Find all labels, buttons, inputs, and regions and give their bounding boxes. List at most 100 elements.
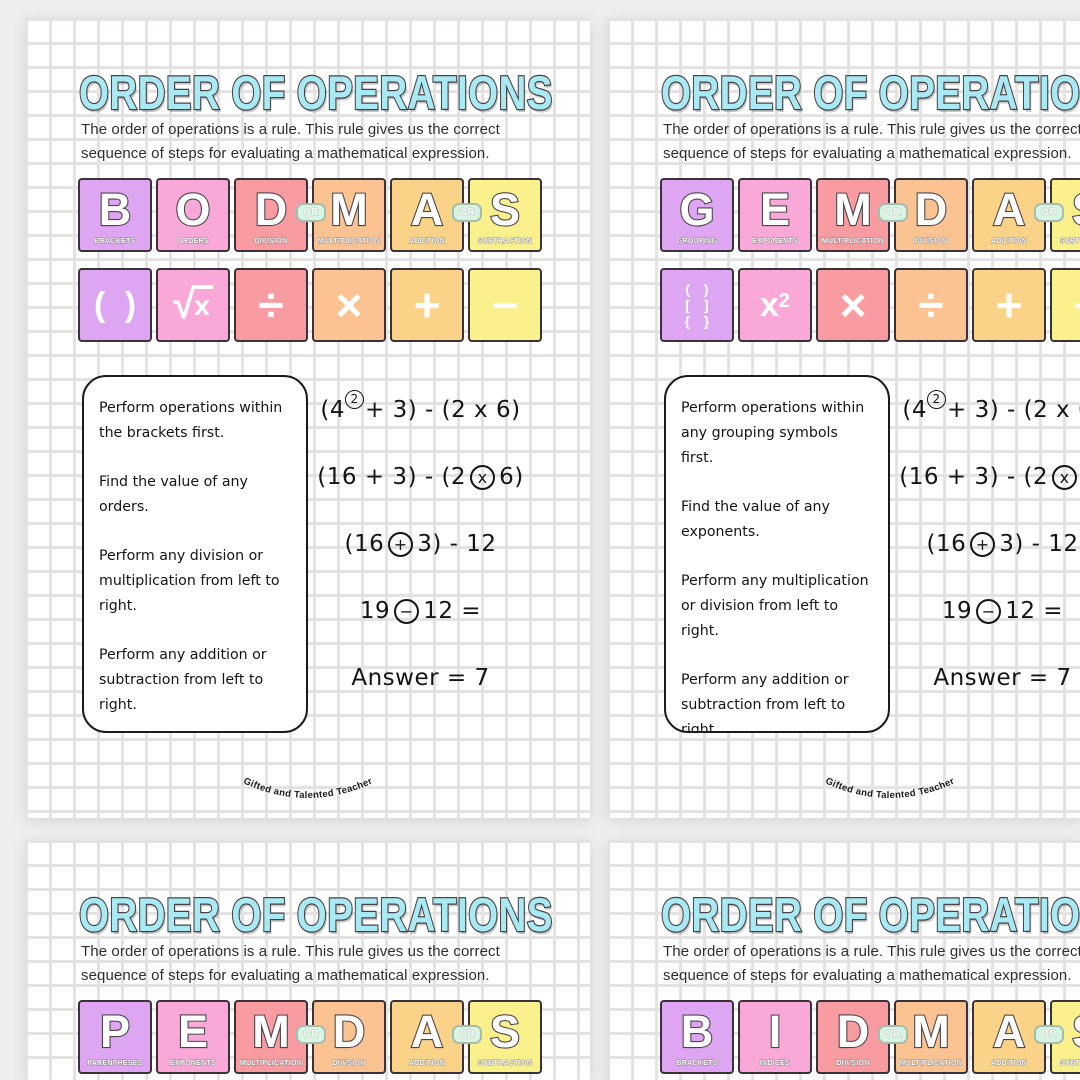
circled-operator: x [1052,464,1078,490]
grouping-line: ( ) [685,281,714,297]
tile-label: ADDITION [408,1060,446,1068]
operator-symbol: − [1074,282,1080,328]
brand-logo: Gifted and Talented Teacher [805,763,975,818]
letter-tile-e: E EXPONENTS [156,1000,230,1074]
equation-text: Answer = 7 [933,665,1072,691]
equation-text: + 3) - (2 x 6) [365,397,521,423]
tile-label: MULTIPLICATION [899,1060,963,1068]
tile-label: SUBTRACTION [477,1060,533,1068]
tile-letter: M [833,183,873,235]
tile-label: BRACKETS [676,1060,718,1068]
tile-letter: M [329,183,369,235]
poster-title: ORDER OF OPERATIONS [78,888,554,941]
equation-line: Answer = 7 [293,658,548,698]
subtitle-line-1: The order of operations is a rule. This … [663,943,1080,960]
symbol-tile-power: x2 [738,268,812,342]
symbol-tile-glyph: ÷ [234,268,308,342]
equation-text: 19 [941,598,973,624]
step-text: Perform any addition or subtraction from… [681,672,849,733]
poster-subtitle: The order of operations is a rule. This … [663,118,1080,165]
letter-tile-s: S SUBTRACTION [468,178,542,252]
or-badge: OR [878,203,908,222]
equation-line: (16 + 3) - (2x6) [875,457,1080,497]
symbol-tiles-row: ( ) √ x ÷ × + − [78,268,542,342]
equation-line: (42+ 3) - (2 x 6) [875,389,1080,430]
symbol-tile-glyph: × [816,268,890,342]
tile-label: INDICES [759,1060,791,1068]
or-badge: OR [878,1025,908,1044]
letter-tiles-row: G GROUPING E EXPONENTS M MULTIPLICATION OR D DIV… [660,178,1080,252]
subtitle-line-2: sequence of steps for evaluating a mathe… [663,966,1072,984]
poster-frame-pemdas: ORDER OF OPERATIONS The order of operati… [25,840,590,1080]
tile-letter: S [1071,1007,1080,1054]
equations: (42+ 3) - (2 x 6) (16 + 3) - (2x6) (16+3) … [875,389,1080,698]
letter-tiles-row: B BRACKETS O ORDERS D DIVISION OR M MULTIPLICATI… [78,178,542,252]
grouping-line: [ ] [685,297,714,313]
tile-letter: D [836,1005,871,1057]
tile-label: EXPONENTS [752,238,798,246]
letter-tile-a: A ADDITION OR [390,178,482,252]
tile-letter: G [678,183,715,235]
subtitle-line-1: The order of operations is a rule. This … [81,943,500,960]
poster-subtitle: The order of operations is a rule. This … [81,940,500,987]
tile-letter: E [759,183,791,235]
tile-letter: E [177,1005,209,1057]
tile-label: ADDITION [408,238,446,246]
tile-letter: P [99,1005,131,1057]
tile-letter: A [410,183,445,235]
tile-letter: A [410,1005,445,1057]
or-badge: OR [296,203,326,222]
equation-text: 12 = [1005,598,1064,624]
or-badge: OR [1034,1025,1064,1044]
equation-text: 6) [499,464,524,490]
circled-operator: − [976,598,1002,624]
poster-frame-gemdas: ORDER OF OPERATIONS The order of operati… [607,18,1080,818]
letter-tile-a: A ADDITION OR [972,1000,1064,1074]
operator-symbol: + [413,279,441,331]
symbol-tile-glyph: ÷ [894,268,968,342]
tile-label: MULTIPLICATION [239,1060,303,1068]
subtitle-line-2: sequence of steps for evaluating a mathe… [81,966,490,984]
or-badge: OR [296,1025,326,1044]
letter-tile-d: D DIVISION OR [234,178,326,252]
subtitle-line-2: sequence of steps for evaluating a mathe… [81,144,490,162]
poster-subtitle: The order of operations is a rule. This … [663,940,1080,987]
operator-symbol: × [839,279,867,331]
step-text: Perform any addition or subtraction from… [99,647,267,713]
step-text: Perform any multiplication or division f… [681,573,869,639]
svg-text:Gifted and Talented Teacher: Gifted and Talented Teacher [241,776,374,801]
tile-letter: S [489,1005,521,1057]
subtitle-line-1: The order of operations is a rule. This … [663,121,1080,138]
equation-text: 3) - 12 [417,531,497,557]
exponent-symbol: x2 [759,286,791,324]
grouping-symbols: ( )[ ]{ } [680,281,715,329]
tile-label: DIVISION [254,238,288,246]
radical-sign: √ [173,283,196,327]
poster-subtitle: The order of operations is a rule. This … [81,118,500,165]
equation-line: (16 +3) - 12 [875,524,1080,564]
poster-bodmas: ORDER OF OPERATIONS The order of operati… [25,18,590,818]
brand-logo: Gifted and Talented Teacher [223,763,393,818]
symbol-tile-glyph: + [390,268,464,342]
poster-pemdas: ORDER OF OPERATIONS The order of operati… [25,840,590,1080]
equation-text: 3) - 12 [999,531,1079,557]
equation-text: (4 [902,397,928,423]
letter-tile-o: O ORDERS [156,178,230,252]
tile-label: EXPONENTS [170,1060,216,1068]
brand-logo-text: Gifted and Talented Teacher [823,776,955,801]
equation-line: Answer = 7 [875,658,1080,698]
radicand: x [192,285,213,322]
letter-tile-i: I INDICES [738,1000,812,1074]
or-badge: OR [1034,203,1064,222]
circled-operator: 2 [927,389,947,409]
symbol-tile-glyph: − [1050,268,1080,342]
poster-frame-bodmas: ORDER OF OPERATIONS The order of operati… [25,18,590,818]
circled-operator: − [394,598,420,624]
tile-label: ADDITION [990,1060,1028,1068]
step-text: Perform any division or multiplication f… [99,548,280,614]
tile-label: DIVISION [914,238,948,246]
tile-label: ADDITION [990,238,1028,246]
letter-tiles-row: B BRACKETS I INDICES D DIVISION OR M MULTIPLICAT… [660,1000,1080,1074]
tile-label: DIVISION [332,1060,366,1068]
